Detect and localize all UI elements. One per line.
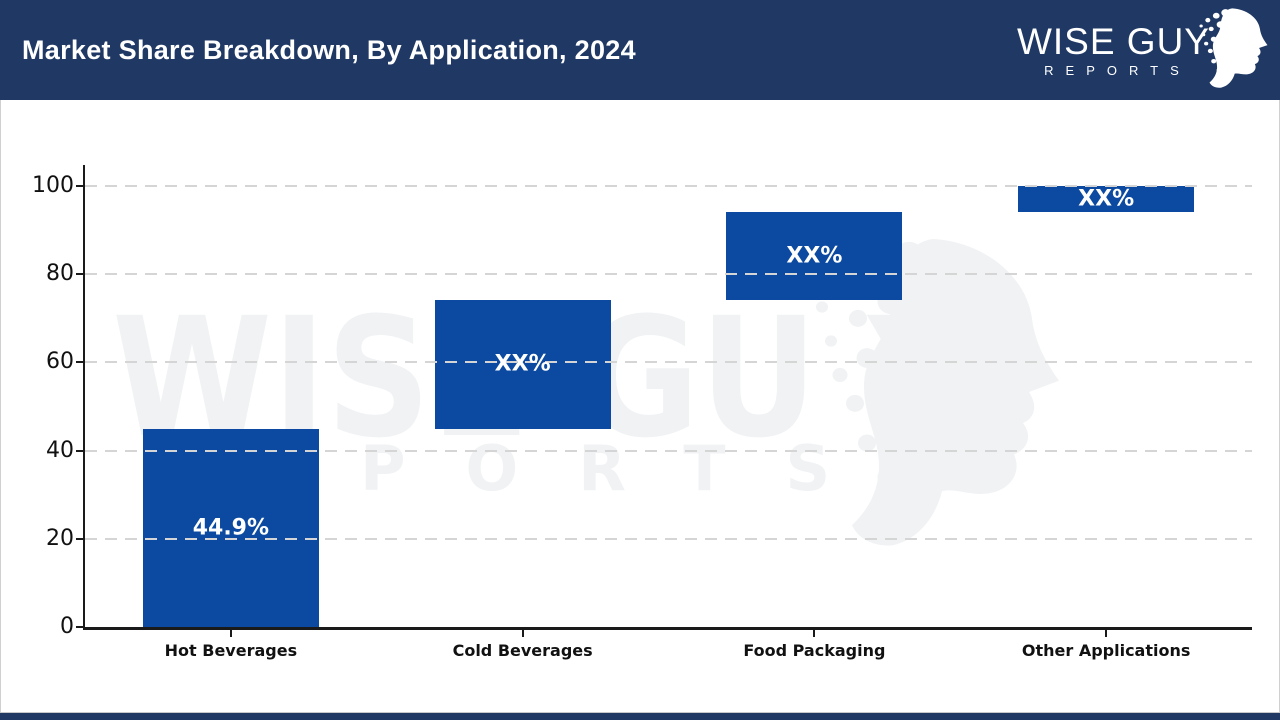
bar-value-label: XX% (786, 243, 843, 269)
x-tick-mark (229, 630, 232, 637)
y-tick-label: 100 (32, 173, 74, 198)
y-tick-mark (76, 537, 84, 540)
y-tick-mark (76, 273, 84, 276)
bar-value-label: XX% (1078, 186, 1135, 212)
y-tick-label: 40 (46, 437, 74, 463)
logo-subtext: REPORTS (1044, 63, 1191, 78)
x-tick-label: Other Applications (1021, 641, 1191, 660)
y-gridline (85, 537, 1252, 540)
page-title: Market Share Breakdown, By Application, … (22, 34, 636, 65)
x-tick-label: Hot Beverages (164, 641, 298, 660)
y-tick-mark (76, 626, 84, 628)
left-border (0, 100, 1, 720)
waterfall-bar (142, 428, 319, 627)
bar-value-label: 44.9% (192, 515, 270, 541)
y-axis-line (83, 165, 85, 630)
y-tick-mark (76, 449, 84, 452)
y-tick-mark (76, 185, 84, 187)
y-gridline (85, 185, 1252, 187)
logo-text: WISE GUY REPORTS (1017, 23, 1210, 77)
x-axis-line (83, 627, 1252, 630)
y-tick-mark (76, 361, 84, 364)
logo-wordmark: WISE GUY (1016, 21, 1210, 62)
y-tick-label: 20 (46, 525, 74, 551)
x-tick-mark (1105, 630, 1108, 637)
x-tick-mark (521, 630, 524, 637)
y-gridline (85, 273, 1252, 276)
x-tick-label: Cold Beverages (452, 641, 593, 660)
wiseguy-face-icon (1186, 4, 1270, 92)
y-tick-label: 0 (60, 614, 74, 639)
y-tick-label: 80 (46, 261, 74, 287)
y-tick-label: 60 (46, 349, 74, 375)
x-tick-label: Food Packaging (743, 641, 886, 660)
x-tick-mark (813, 630, 816, 637)
footer-strip (0, 712, 1280, 720)
header: Market Share Breakdown, By Application, … (0, 0, 1280, 100)
bar-value-label: XX% (494, 351, 551, 377)
y-gridline (85, 361, 1252, 364)
wiseguy-logo: WISE GUY REPORTS (1017, 6, 1270, 94)
waterfall-bar (434, 299, 611, 429)
y-gridline (85, 449, 1252, 452)
waterfall-bar (1018, 186, 1195, 212)
